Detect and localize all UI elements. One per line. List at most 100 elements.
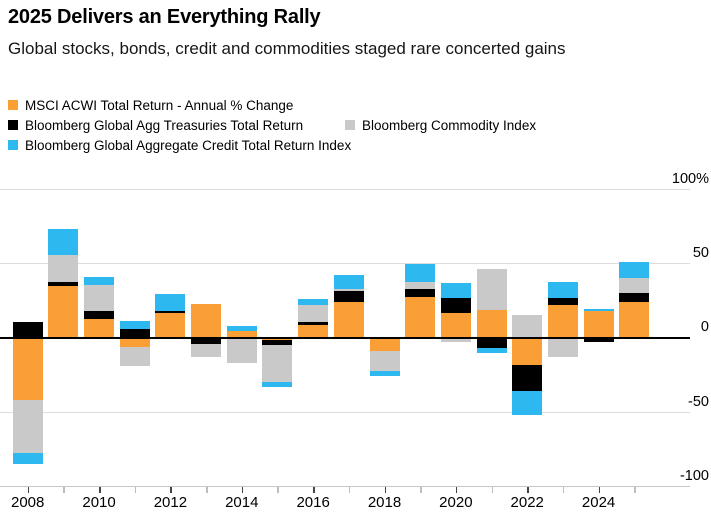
legend-label: Bloomberg Global Aggregate Credit Total … [25, 137, 352, 153]
bar-segment-2011-credit [119, 320, 150, 330]
legend-label: Bloomberg Commodity Index [362, 117, 537, 133]
bar-segment-2023-commodity [547, 337, 578, 357]
bar-segment-2018-commodity [369, 350, 400, 371]
x-axis-tick-2009 [63, 487, 65, 493]
bar-segment-2021-treasuries [476, 337, 507, 349]
x-axis-tick-2020 [455, 487, 458, 493]
bar-segment-2011-commodity [119, 346, 150, 367]
y-axis-label: 100% [671, 170, 709, 187]
bar-segment-2018-acwi [369, 337, 400, 351]
bar-segment-2020-credit [440, 283, 471, 298]
bar-segment-2020-treasuries [440, 297, 471, 313]
legend-item-acwi: MSCI ACWI Total Return - Annual % Change [8, 98, 293, 113]
legend-label: Bloomberg Global Agg Treasuries Total Re… [25, 117, 304, 133]
bar-segment-2012-credit [155, 294, 186, 311]
bar-segment-2016-acwi [298, 324, 329, 338]
bar-segment-2015-treasuries [262, 340, 293, 346]
x-axis-label-2016: 2016 [296, 494, 330, 511]
x-axis-tick-2013 [206, 487, 208, 493]
x-axis-tick-2012 [170, 487, 172, 493]
bar-segment-2009-commodity [48, 254, 79, 283]
x-axis-label-2024: 2024 [581, 494, 616, 511]
legend-row: Bloomberg Global Agg Treasuries Total Re… [8, 115, 536, 135]
x-axis-tick-2016 [313, 487, 315, 493]
gridline--50 [0, 411, 690, 413]
bar-segment-2008-treasuries [12, 322, 43, 338]
bar-segment-2022-credit [512, 390, 543, 416]
legend-item-treasuries: Bloomberg Global Agg Treasuries Total Re… [8, 118, 345, 133]
bar-segment-2017-credit [333, 274, 364, 289]
bar-segment-2009-credit [48, 228, 79, 255]
bar-segment-2025-credit [619, 262, 650, 278]
y-axis-label: 0 [700, 319, 709, 336]
bar-segment-2016-commodity [298, 304, 329, 323]
bar-segment-2024-credit [583, 309, 614, 312]
bar-segment-2016-credit [298, 299, 329, 305]
bar-segment-2010-commodity [84, 285, 115, 311]
bar-segment-2020-commodity [440, 337, 471, 343]
bar-segment-2013-commodity [191, 343, 222, 357]
bar-segment-2024-treasuries [583, 337, 614, 343]
chart-title: 2025 Delivers an Everything Rally [8, 6, 321, 28]
bar-segment-2014-credit [226, 326, 257, 332]
x-axis-tick-2014 [241, 487, 244, 493]
bar-segment-2017-acwi [333, 301, 364, 338]
bar-segment-2009-acwi [48, 286, 79, 338]
bar-segment-2017-treasuries [333, 291, 364, 302]
gridline-50 [0, 263, 690, 265]
gridline--100 [0, 485, 690, 488]
zero-line [0, 337, 690, 339]
legend-swatch-treasuries [8, 120, 18, 130]
bar-segment-2011-treasuries [119, 329, 150, 338]
bar-segment-2015-commodity [262, 345, 293, 382]
bar-segment-2014-commodity [226, 337, 257, 364]
chart-subtitle: Global stocks, bonds, credit and commodi… [8, 39, 566, 58]
bar-segment-2023-acwi [547, 304, 578, 338]
x-axis-tick-2011 [134, 487, 137, 493]
x-axis-tick-2018 [384, 487, 386, 493]
bar-segment-2019-acwi [405, 297, 436, 338]
chart-legend: MSCI ACWI Total Return - Annual % Change… [8, 95, 536, 155]
bar-segment-2013-acwi [191, 303, 222, 338]
legend-row: MSCI ACWI Total Return - Annual % Change [8, 95, 536, 115]
bar-segment-2020-acwi [440, 312, 471, 338]
bar-segment-2008-commodity [12, 399, 43, 454]
bar-segment-2023-credit [547, 282, 578, 298]
x-axis-tick-2019 [420, 487, 422, 493]
bar-segment-2011-acwi [119, 337, 150, 347]
bar-segment-2018-credit [369, 370, 400, 376]
x-axis-label-2020: 2020 [439, 494, 473, 511]
x-axis-tick-2021 [491, 487, 494, 493]
x-axis-tick-2015 [277, 487, 279, 493]
y-axis-label: 50 [692, 245, 709, 261]
x-axis-tick-2010 [99, 487, 101, 493]
bar-segment-2012-acwi [155, 312, 186, 338]
gridline-100 [0, 188, 690, 191]
bar-segment-2019-credit [405, 264, 436, 282]
bar-segment-2025-acwi [619, 302, 650, 338]
x-axis-tick-2008 [27, 487, 30, 493]
bar-segment-2017-commodity [333, 289, 364, 292]
bar-segment-2022-acwi [512, 337, 543, 365]
x-axis-tick-2017 [348, 487, 351, 493]
bar-segment-2016-treasuries [298, 322, 329, 325]
bar-segment-2013-treasuries [191, 337, 222, 344]
bar-segment-2010-credit [84, 277, 115, 286]
x-axis-label-2008: 2008 [11, 494, 45, 511]
bar-segment-2019-commodity [405, 281, 436, 289]
legend-row: Bloomberg Global Aggregate Credit Total … [8, 135, 536, 155]
x-axis-tick-2023 [562, 487, 565, 493]
legend-swatch-credit [8, 140, 18, 150]
bar-segment-2023-treasuries [547, 297, 578, 305]
legend-label: MSCI ACWI Total Return - Annual % Change [25, 97, 294, 113]
legend-item-commodity: Bloomberg Commodity Index [345, 118, 536, 133]
x-axis-label-2014: 2014 [225, 494, 259, 511]
x-axis-tick-2025 [634, 487, 636, 493]
bar-segment-2015-credit [262, 381, 293, 388]
x-axis-tick-2024 [598, 487, 601, 493]
bar-segment-2022-commodity [512, 315, 543, 338]
bar-segment-2014-acwi [226, 331, 257, 338]
y-axis-label: -50 [688, 393, 709, 410]
